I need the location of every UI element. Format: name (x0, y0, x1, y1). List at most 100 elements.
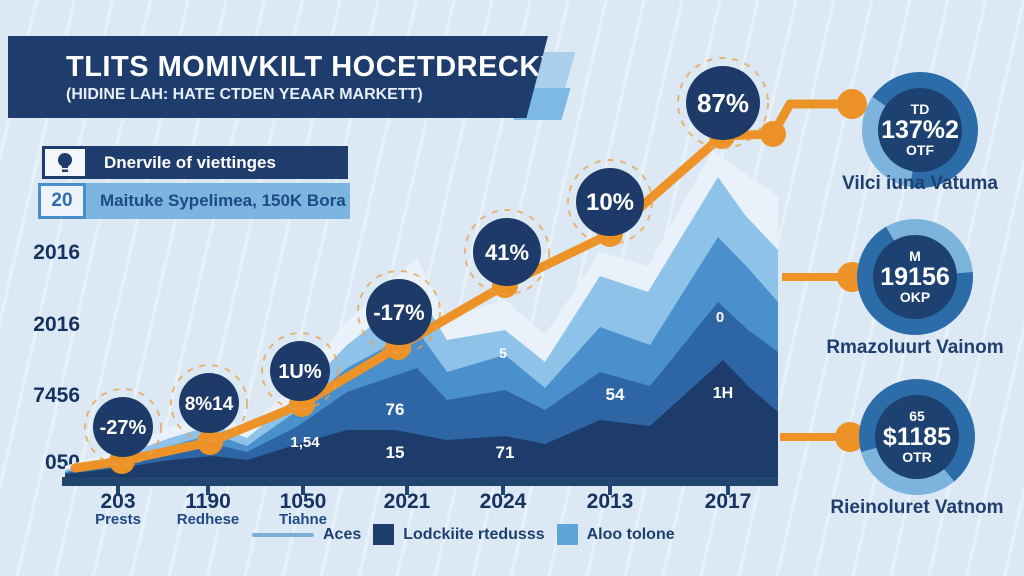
x-axis-sublabel: Tiahne (279, 511, 327, 528)
stat-big-value: $1185 (882, 422, 952, 451)
stat-top-text: TD (910, 101, 930, 118)
percent-badge-4: -17% (357, 270, 441, 354)
x-axis-label: 2017 (705, 490, 752, 513)
chart-legend: Aces Lodckiite rtedusss Aloo tolone (252, 524, 675, 545)
line-point-dot (760, 121, 786, 147)
x-axis-line (62, 477, 778, 486)
badge-circle (473, 218, 541, 286)
x-axis-tick (726, 486, 730, 495)
percent-badge-7: 87% (677, 57, 769, 149)
stat-donut-3-center: 65 $1185 OTR (875, 395, 959, 479)
legend-label: Lodckiite rtedusss (403, 525, 545, 543)
area-label: 15 (386, 443, 405, 462)
stat-card-3-label: Rieinoluret Vatnom (830, 497, 1004, 518)
y-axis-tick-3: 7456 (33, 384, 80, 407)
badge-dashed-ring (170, 364, 248, 442)
line-swatch-icon (252, 532, 314, 537)
x-axis-sublabel: Redhese (177, 511, 240, 528)
header-legend-row-1: Dnervile of viettinges (42, 146, 348, 179)
badge-dashed-ring (357, 270, 441, 354)
percent-badge-3: 1U% (261, 332, 339, 410)
page-subtitle: (HIDINE LAH: HATE CTDEN YEAAR MARKETT) (66, 85, 423, 103)
badge-value: 87% (697, 88, 749, 118)
light-square-swatch-icon (556, 524, 578, 545)
x-axis-tick (116, 486, 120, 495)
stat-big-value: 19156 (880, 262, 950, 291)
badge-value: -17% (373, 300, 424, 325)
x-axis-sublabel: Prests (95, 511, 141, 528)
badge-dashed-ring (84, 388, 162, 466)
badge-value: 10% (586, 189, 634, 216)
x-axis-tick (405, 486, 409, 495)
stat-donut-1-center: TD 137%2 OTF (878, 88, 962, 172)
badge-value: 8%14 (185, 394, 234, 415)
bulb-icon (58, 152, 72, 172)
x-axis-label: 2024 (480, 490, 527, 513)
area-label: 54 (606, 385, 625, 404)
area-label: 0 (716, 309, 724, 326)
stat-donut-1: TD 137%2 OTF (862, 72, 978, 188)
x-axis-tick (301, 486, 305, 495)
header-legend-label-2: Maituke Sypelimea, 150K Bora (100, 191, 346, 210)
stat-big-value: 137%2 (881, 115, 959, 144)
stat-card-1-label: Vilci iuna Vatuma (842, 173, 998, 194)
percent-badge-5: 41% (464, 209, 550, 295)
stat-donut-2-center: M 19156 OKP (873, 235, 957, 319)
area-label: 1,54 (290, 434, 320, 451)
line-point-dot (197, 429, 223, 455)
area-label: 76 (386, 400, 405, 419)
legend-label: Aces (323, 525, 362, 543)
legend-icon-box (42, 146, 88, 179)
legend-label: Aloo tolone (586, 525, 675, 543)
legend-item-light-area: Aloo tolone (556, 524, 675, 545)
percent-badge-6: 10% (567, 159, 653, 245)
stat-top-text: 65 (909, 408, 925, 425)
badge-circle (93, 397, 153, 457)
x-axis-tick (206, 486, 210, 495)
area-label: 5 (499, 345, 507, 361)
x-axis-tick (608, 486, 612, 495)
callout-connector-dot-3 (835, 422, 865, 452)
x-axis-label: 2013 (587, 490, 634, 513)
badge-circle (576, 168, 644, 236)
x-axis-label: 1050 (280, 490, 327, 513)
legend-item-line: Aces (252, 526, 361, 544)
badge-value: 1U% (278, 361, 322, 383)
badge-circle (686, 66, 760, 140)
header-legend-row-2: 20 Maituke Sypelimea, 150K Bora (38, 183, 350, 219)
stat-donut-2: M 19156 OKP (857, 219, 973, 335)
callout-connector-dot-1 (837, 89, 867, 119)
stat-top-text: M (909, 248, 921, 265)
page-title: TLITS MOMIVKILT HOCETDRECKVIET (66, 50, 608, 83)
badge-dashed-ring (567, 159, 653, 245)
y-axis-tick-2: 2016 (33, 313, 80, 336)
area-label: 71 (496, 443, 515, 462)
stat-bottom-text: OTF (906, 142, 934, 159)
badge-value: 41% (485, 240, 529, 265)
badge-value: -27% (100, 417, 147, 439)
x-axis-tick (501, 486, 505, 495)
percent-badge-1: -27% (84, 388, 162, 466)
area-layer-navy (65, 360, 778, 477)
x-axis-label: 2021 (384, 490, 431, 513)
badge-circle (366, 279, 432, 345)
badge-dashed-ring (464, 209, 550, 295)
badge-circle (179, 373, 239, 433)
legend-number-badge: 20 (38, 183, 86, 219)
badge-dashed-ring (261, 332, 339, 410)
badge-circle (270, 341, 330, 401)
badge-dashed-ring (677, 57, 769, 149)
area-label: 1H (713, 385, 733, 402)
x-axis-label: 1190 (185, 490, 231, 513)
x-axis-label: 203 (100, 490, 135, 513)
y-axis-tick-1: 2016 (33, 241, 80, 264)
stat-donut-3: 65 $1185 OTR (859, 379, 975, 495)
title-banner: TLITS MOMIVKILT HOCETDRECKVIET (HIDINE L… (8, 36, 548, 118)
percent-badge-2: 8%14 (170, 364, 248, 442)
legend-item-dark-area: Lodckiite rtedusss (373, 524, 545, 545)
dark-square-swatch-icon (373, 524, 395, 545)
header-legend-label-1: Dnervile of viettinges (104, 152, 276, 172)
stat-bottom-text: OKP (899, 289, 931, 306)
stat-card-2-label: Rmazoluurt Vainom (826, 337, 1004, 358)
